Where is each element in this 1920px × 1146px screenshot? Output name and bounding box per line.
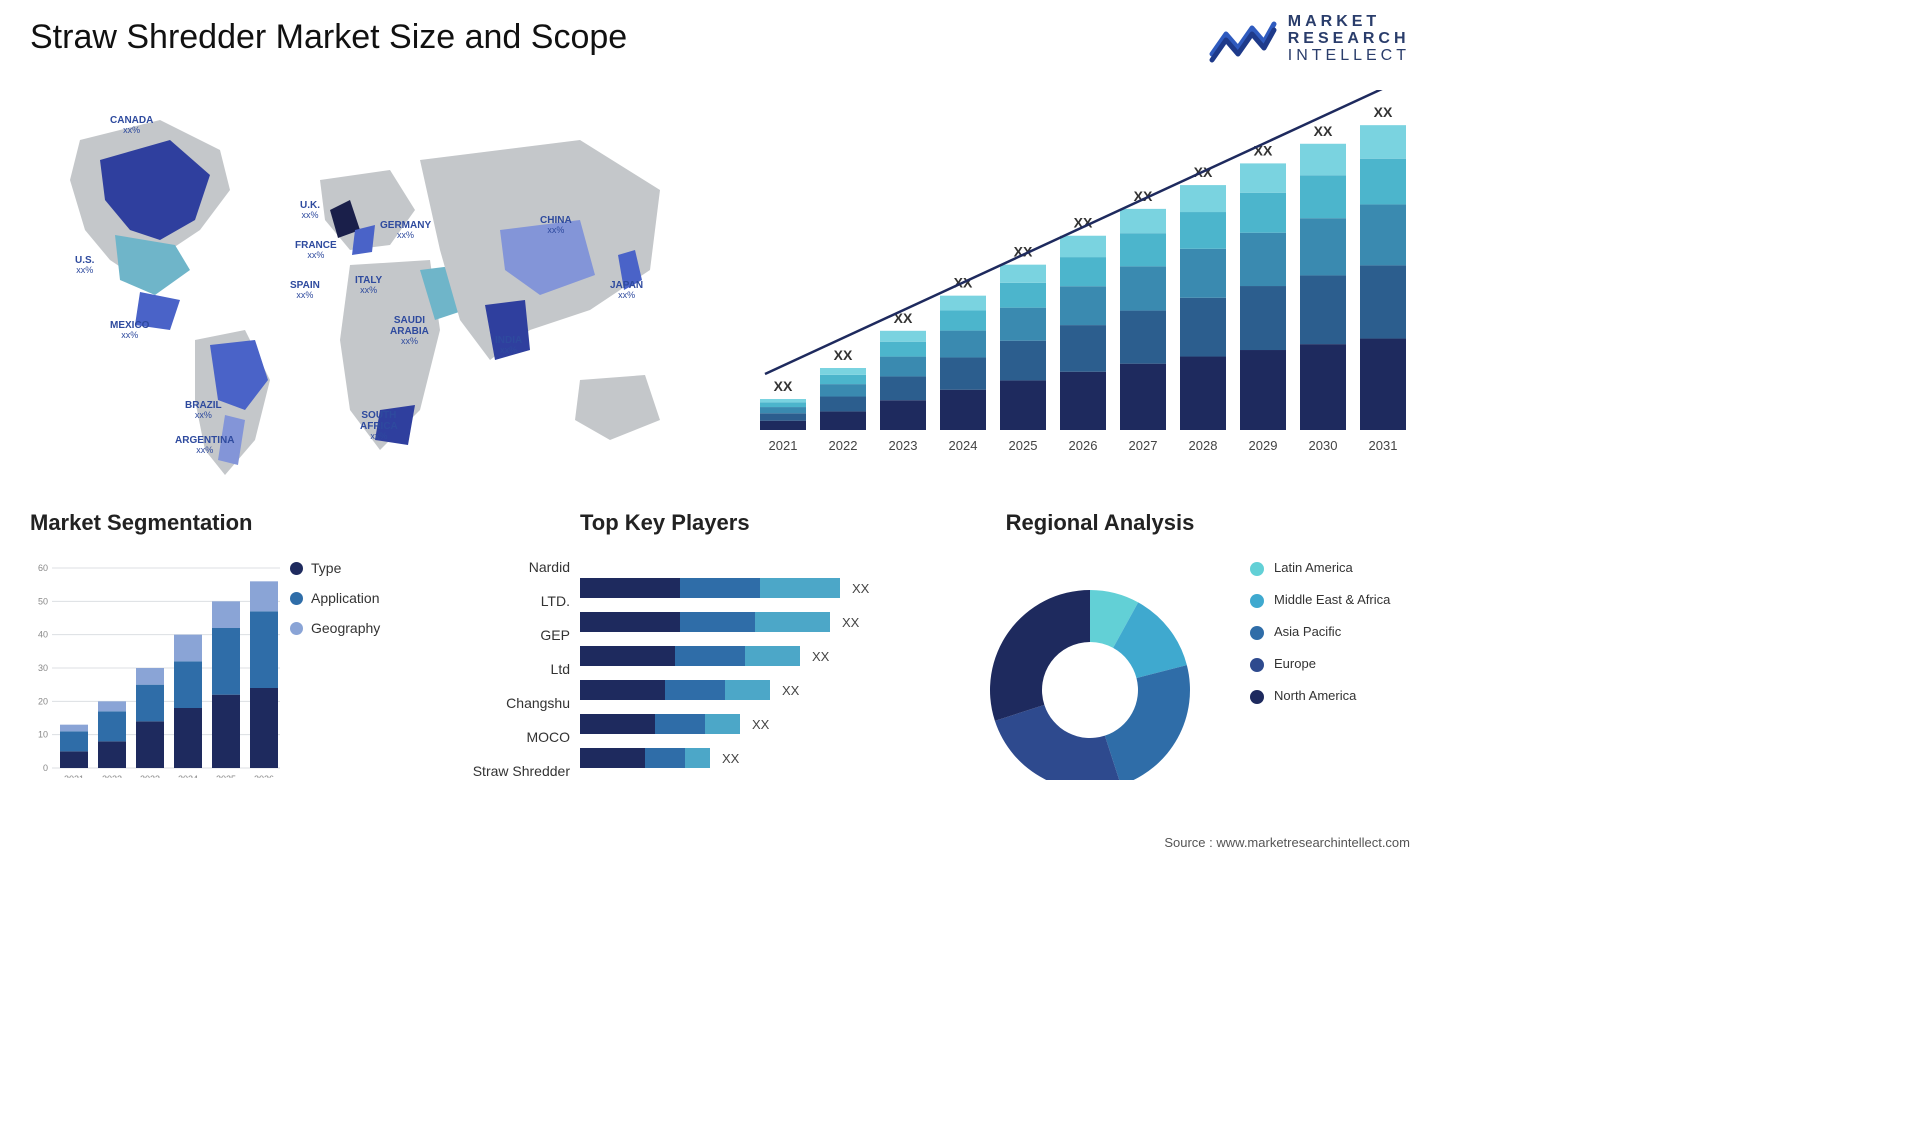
svg-text:2027: 2027 — [1129, 438, 1158, 453]
map-country-label: BRAZILxx% — [185, 400, 222, 421]
logo-icon — [1208, 14, 1278, 64]
player-labels: NardidLTD.GEPLtdChangshuMOCOStraw Shredd… — [440, 550, 570, 788]
player-name: Nardid — [440, 550, 570, 584]
map-country-label: SAUDIARABIAxx% — [390, 315, 429, 347]
map-country-label: CHINAxx% — [540, 215, 572, 236]
svg-text:2021: 2021 — [64, 774, 84, 778]
map-country-label: JAPANxx% — [610, 280, 643, 301]
player-bar-row: XX — [580, 639, 910, 673]
segmentation-panel: Market Segmentation 0 10 20 30 40 50 60 2021 202… — [30, 510, 430, 790]
map-country-label: MEXICOxx% — [110, 320, 149, 341]
player-bar-row: XX — [580, 741, 910, 775]
player-bar-row: XX — [580, 707, 910, 741]
donut-legend: Latin America Middle East & Africa Asia Pa… — [1250, 560, 1410, 720]
map-country-label: INDIAxx% — [495, 335, 522, 356]
map-country-label: SOUTHAFRICAxx% — [360, 410, 398, 442]
svg-text:0: 0 — [43, 763, 48, 773]
svg-text:2024: 2024 — [949, 438, 978, 453]
map-country-label: U.K.xx% — [300, 200, 320, 221]
segmentation-title: Market Segmentation — [30, 510, 430, 536]
legend-item: Application — [290, 590, 380, 606]
key-players-title: Top Key Players — [580, 510, 960, 536]
svg-text:2023: 2023 — [140, 774, 160, 778]
brand-logo: MARKET RESEARCH INTELLECT — [1208, 14, 1410, 64]
svg-text:2022: 2022 — [829, 438, 858, 453]
world-map-panel: CANADAxx% U.S.xx% MEXICOxx% BRAZILxx% ARGENT… — [20, 80, 700, 480]
player-bars: XXXXXXXXXXXX — [580, 571, 910, 775]
svg-text:XX: XX — [834, 347, 853, 363]
svg-text:2026: 2026 — [1069, 438, 1098, 453]
player-name: MOCO — [440, 720, 570, 754]
map-country-label: ARGENTINAxx% — [175, 435, 234, 456]
svg-text:2025: 2025 — [216, 774, 236, 778]
svg-text:50: 50 — [38, 596, 48, 606]
key-players-panel: Top Key Players NardidLTD.GEPLtdChangshu… — [440, 510, 960, 790]
legend-item: Europe — [1250, 656, 1410, 672]
svg-text:2024: 2024 — [178, 774, 198, 778]
svg-text:2022: 2022 — [102, 774, 122, 778]
svg-text:30: 30 — [38, 663, 48, 673]
map-country-label: U.S.xx% — [75, 255, 94, 276]
svg-text:2023: 2023 — [889, 438, 918, 453]
player-bar-row: XX — [580, 673, 910, 707]
svg-text:2021: 2021 — [769, 438, 798, 453]
svg-text:60: 60 — [38, 563, 48, 573]
logo-line1: MARKET — [1288, 14, 1410, 31]
legend-item: North America — [1250, 688, 1410, 704]
player-name: Straw Shredder — [440, 754, 570, 788]
map-country-label: SPAINxx% — [290, 280, 320, 301]
svg-text:2026: 2026 — [254, 774, 274, 778]
source-label: Source : www.marketresearchintellect.com — [1164, 835, 1410, 850]
logo-line3: INTELLECT — [1288, 48, 1410, 65]
player-bar-row: XX — [580, 605, 910, 639]
logo-line2: RESEARCH — [1288, 31, 1410, 48]
svg-text:2025: 2025 — [1009, 438, 1038, 453]
svg-text:XX: XX — [1374, 104, 1393, 120]
map-country-label: ITALYxx% — [355, 275, 382, 296]
svg-text:2028: 2028 — [1189, 438, 1218, 453]
player-name: Changshu — [440, 686, 570, 720]
regional-analysis-title: Regional Analysis — [990, 510, 1210, 536]
player-bar-row: XX — [580, 571, 910, 605]
legend-item: Type — [290, 560, 380, 576]
svg-text:XX: XX — [774, 378, 793, 394]
player-name: LTD. — [440, 584, 570, 618]
page-title: Straw Shredder Market Size and Scope — [30, 18, 627, 57]
svg-text:2031: 2031 — [1369, 438, 1398, 453]
svg-text:2029: 2029 — [1249, 438, 1278, 453]
legend-item: Asia Pacific — [1250, 624, 1410, 640]
player-name: GEP — [440, 618, 570, 652]
legend-item: Middle East & Africa — [1250, 592, 1410, 608]
legend-item: Geography — [290, 620, 380, 636]
player-name: Ltd — [440, 652, 570, 686]
map-country-label: CANADAxx% — [110, 115, 153, 136]
segmentation-legend: Type Application Geography — [290, 560, 380, 650]
regional-analysis-panel: Regional Analysis Latin America Middle Ea… — [980, 510, 1410, 790]
svg-text:10: 10 — [38, 730, 48, 740]
legend-item: Latin America — [1250, 560, 1410, 576]
forecast-chart: XX2021XX2022XX2023XX2024XX2025XX2026XX20… — [750, 90, 1410, 470]
map-country-label: FRANCExx% — [295, 240, 337, 261]
svg-text:2030: 2030 — [1309, 438, 1338, 453]
svg-text:XX: XX — [1314, 123, 1333, 139]
svg-text:20: 20 — [38, 696, 48, 706]
svg-text:40: 40 — [38, 630, 48, 640]
map-country-label: GERMANYxx% — [380, 220, 431, 241]
